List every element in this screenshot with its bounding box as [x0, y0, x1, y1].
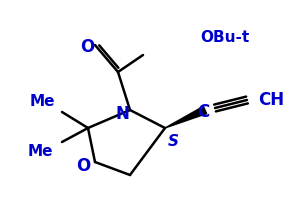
Text: N: N [115, 105, 129, 123]
Text: O: O [76, 157, 90, 175]
Text: OBu-t: OBu-t [200, 31, 249, 46]
Text: Me: Me [29, 94, 55, 110]
Text: S: S [168, 135, 178, 149]
Polygon shape [165, 106, 207, 128]
Text: CH: CH [258, 91, 284, 109]
Text: Me: Me [27, 144, 53, 159]
Text: O: O [80, 38, 94, 56]
Text: C: C [197, 103, 209, 121]
